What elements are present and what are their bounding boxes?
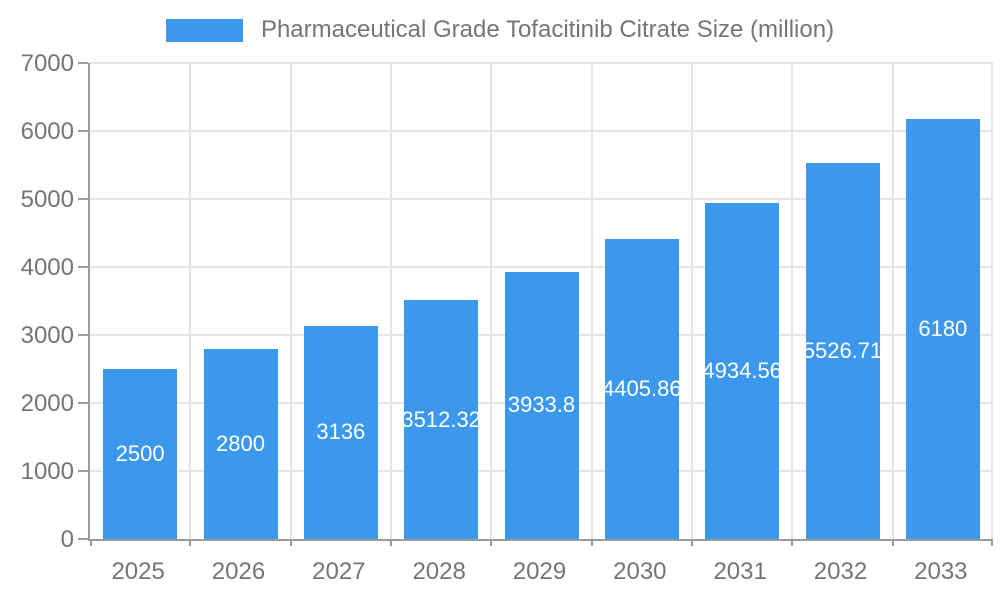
legend-item[interactable]: Pharmaceutical Grade Tofacitinib Citrate… (165, 16, 835, 43)
bar: 3136 (303, 325, 378, 539)
x-axis-tick (891, 539, 894, 546)
x-axis-tick (590, 539, 593, 546)
y-axis-tick (78, 62, 88, 64)
y-axis-label: 2000 (20, 390, 74, 417)
x-axis-label: 2030 (613, 558, 667, 585)
gridline-vertical (991, 63, 993, 539)
y-axis-label: 7000 (20, 50, 74, 77)
gridline-horizontal (90, 266, 993, 268)
y-axis-tick (78, 402, 88, 404)
bar: 5526.71 (805, 163, 880, 539)
bar-value-label: 4405.86 (604, 376, 679, 402)
gridline-vertical (691, 63, 693, 539)
x-axis-label: 2025 (111, 558, 165, 585)
bar-value-label: 2500 (115, 441, 165, 466)
x-axis-label: 2033 (914, 558, 968, 585)
gridline-horizontal (90, 130, 993, 132)
bar: 2500 (103, 369, 178, 539)
y-axis-tick (78, 266, 88, 268)
x-axis-tick (90, 539, 92, 546)
gridline-vertical (189, 63, 192, 539)
y-axis-tick (78, 198, 88, 200)
x-axis: 2025 2026 2027 2028 2029 2030 2031 2032 2033 (88, 556, 993, 590)
gridline-horizontal (90, 62, 993, 64)
bar: 6180 (905, 118, 980, 539)
y-axis-label: 4000 (20, 254, 74, 281)
bar: 4934.56 (705, 203, 780, 539)
y-axis: 0 1000 2000 3000 4000 5000 6000 7000 (0, 52, 74, 552)
y-axis-label: 1000 (20, 458, 74, 485)
y-axis-tick (78, 538, 88, 540)
bar-value-label: 3136 (316, 419, 366, 445)
gridline-vertical (390, 63, 392, 539)
bar-value-label: 3512.32 (404, 406, 479, 432)
y-axis-label: 6000 (20, 118, 74, 145)
legend-label: Pharmaceutical Grade Tofacitinib Citrate… (260, 16, 835, 43)
y-axis-label: 3000 (20, 322, 74, 349)
x-axis-tick (189, 539, 192, 546)
y-axis-label: 0 (60, 526, 74, 553)
bar-value-label: 5526.71 (805, 338, 880, 364)
gridline-vertical (289, 63, 292, 539)
y-axis-tick (78, 470, 88, 472)
bar-value-label: 2800 (216, 430, 265, 456)
chart-legend: Pharmaceutical Grade Tofacitinib Citrate… (0, 18, 1000, 42)
x-axis-label: 2031 (713, 558, 767, 585)
bar: 4405.86 (604, 239, 679, 539)
bar-value-label: 4934.56 (705, 358, 780, 384)
gridline-vertical (891, 63, 894, 539)
x-axis-label: 2029 (512, 558, 567, 585)
bar: 3933.8 (504, 271, 579, 539)
x-axis-label: 2027 (312, 558, 366, 585)
legend-color-swatch (165, 18, 243, 42)
bar: 3512.32 (404, 300, 479, 539)
gridline-vertical (791, 63, 794, 539)
x-axis-label: 2026 (211, 558, 266, 585)
x-axis-tick (991, 539, 993, 546)
plot-area: 2500 2800 3136 3512.32 3933.8 4405.86 4934.56 5… (78, 62, 993, 546)
y-axis-tick (78, 130, 88, 132)
bar: 2800 (203, 348, 278, 539)
y-axis-tick (78, 334, 88, 336)
gridline-horizontal (90, 198, 993, 200)
y-axis-label: 5000 (20, 186, 74, 213)
x-axis-tick (691, 539, 693, 546)
bar-value-label: 3933.8 (507, 392, 576, 418)
x-axis-tick (390, 539, 392, 546)
x-axis-tick (490, 539, 493, 546)
x-axis-tick (289, 539, 292, 546)
gridline-vertical (490, 63, 493, 539)
gridline-vertical (590, 63, 593, 539)
x-axis-tick (791, 539, 794, 546)
x-axis-label: 2028 (412, 558, 466, 585)
bar-value-label: 6180 (918, 315, 968, 341)
x-axis-label: 2032 (813, 558, 868, 585)
